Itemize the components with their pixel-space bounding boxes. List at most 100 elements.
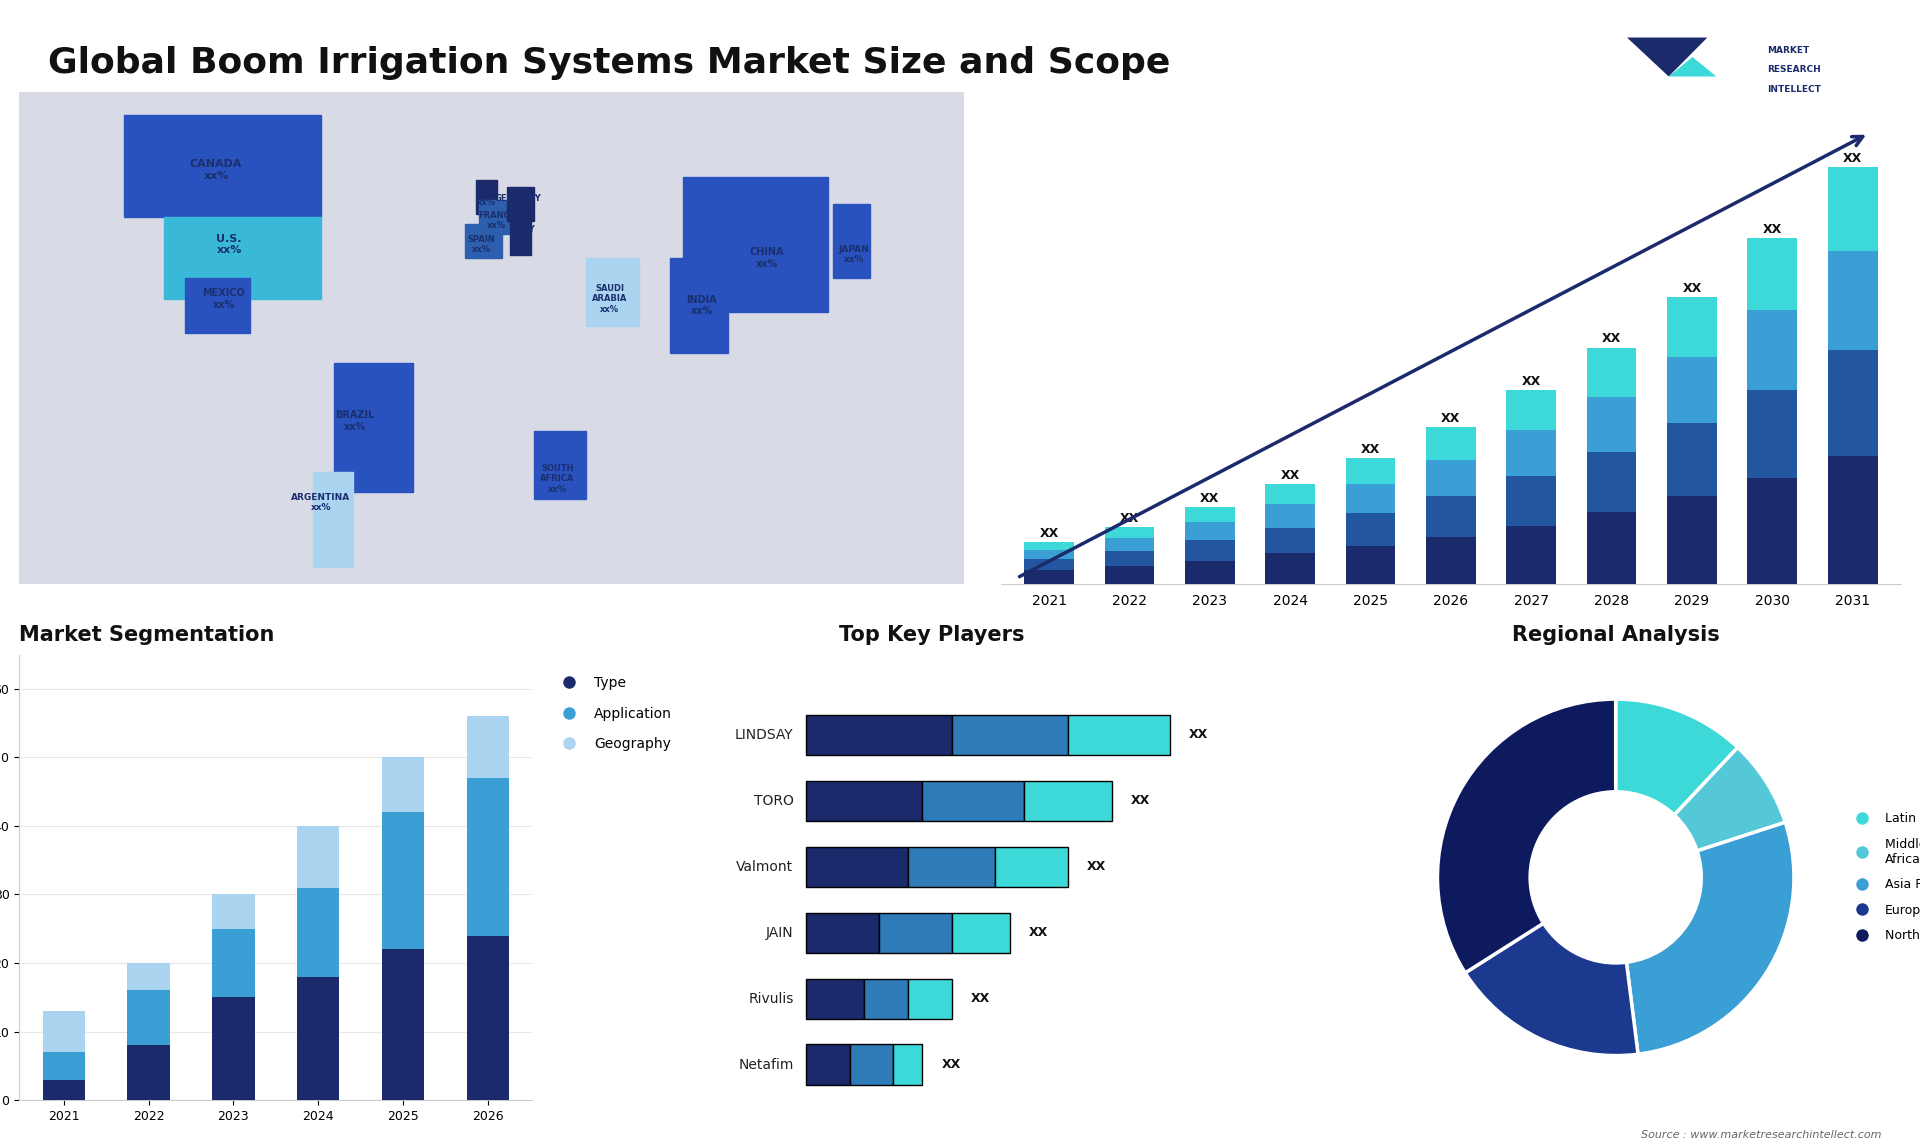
- Bar: [1667, 297, 1716, 358]
- FancyBboxPatch shape: [952, 912, 1010, 952]
- Bar: [1104, 551, 1154, 566]
- Bar: [1185, 508, 1235, 521]
- Bar: [1828, 167, 1878, 251]
- Text: SOUTH
AFRICA
xx%: SOUTH AFRICA xx%: [540, 464, 574, 494]
- FancyBboxPatch shape: [806, 715, 952, 755]
- Bar: [1427, 426, 1476, 460]
- Text: JAIN: JAIN: [766, 926, 793, 940]
- Text: CANADA
xx%: CANADA xx%: [190, 159, 242, 181]
- Bar: [1667, 358, 1716, 423]
- Bar: [1747, 309, 1797, 390]
- Bar: [127, 990, 169, 1045]
- Text: GERMANY
xx%: GERMANY xx%: [495, 194, 541, 213]
- Bar: [511, 207, 532, 254]
- Wedge shape: [1465, 924, 1638, 1055]
- Text: Netafim: Netafim: [737, 1058, 793, 1072]
- Bar: [1586, 398, 1636, 453]
- Title: Top Key Players: Top Key Players: [839, 625, 1023, 645]
- Bar: [1265, 554, 1315, 584]
- FancyBboxPatch shape: [806, 1044, 851, 1084]
- Bar: [534, 431, 586, 500]
- Bar: [467, 716, 509, 778]
- Text: SAUDI
ARABIA
xx%: SAUDI ARABIA xx%: [591, 284, 628, 314]
- FancyBboxPatch shape: [908, 847, 995, 887]
- Bar: [127, 1045, 169, 1100]
- Text: INDIA
xx%: INDIA xx%: [685, 295, 716, 316]
- Bar: [1346, 547, 1396, 584]
- Text: Rivulis: Rivulis: [749, 991, 793, 1005]
- Bar: [382, 758, 424, 813]
- Text: XX: XX: [1029, 926, 1048, 939]
- Text: JAPAN
xx%: JAPAN xx%: [839, 245, 870, 265]
- Text: INTELLECT: INTELLECT: [1766, 85, 1820, 94]
- FancyBboxPatch shape: [893, 1044, 922, 1084]
- Text: Valmont: Valmont: [737, 860, 793, 873]
- Bar: [1427, 496, 1476, 536]
- Bar: [1586, 512, 1636, 584]
- Text: MARKET: MARKET: [1766, 46, 1809, 55]
- Bar: [1747, 238, 1797, 309]
- Bar: [1346, 513, 1396, 547]
- Wedge shape: [1674, 747, 1786, 851]
- Text: XX: XX: [1361, 444, 1380, 456]
- Bar: [467, 778, 509, 935]
- Text: XX: XX: [1521, 375, 1542, 388]
- Text: U.S.
xx%: U.S. xx%: [217, 234, 242, 256]
- Wedge shape: [1626, 823, 1793, 1054]
- Bar: [1104, 566, 1154, 584]
- Text: CHINA
xx%: CHINA xx%: [751, 248, 785, 269]
- Bar: [1828, 456, 1878, 584]
- Bar: [1023, 558, 1073, 570]
- Bar: [478, 201, 511, 234]
- Bar: [1667, 496, 1716, 584]
- Legend: Type, Application, Geography: Type, Application, Geography: [549, 670, 678, 756]
- FancyBboxPatch shape: [995, 847, 1068, 887]
- Text: SPAIN
xx%: SPAIN xx%: [467, 235, 495, 254]
- Polygon shape: [1668, 57, 1716, 77]
- FancyBboxPatch shape: [851, 1044, 893, 1084]
- Text: TORO: TORO: [755, 794, 793, 808]
- Bar: [1507, 390, 1555, 431]
- Bar: [1185, 521, 1235, 540]
- Legend: Latin America, Middle East &
Africa, Asia Pacific, Europe, North America: Latin America, Middle East & Africa, Asi…: [1845, 807, 1920, 948]
- Bar: [1346, 484, 1396, 513]
- Bar: [334, 363, 413, 493]
- Text: XX: XX: [941, 1058, 960, 1072]
- Text: RESEARCH: RESEARCH: [1766, 65, 1820, 74]
- Polygon shape: [1626, 38, 1707, 77]
- Bar: [298, 888, 340, 976]
- Bar: [1828, 251, 1878, 350]
- Bar: [42, 1011, 84, 1052]
- Wedge shape: [1617, 699, 1738, 815]
- Bar: [127, 963, 169, 990]
- Bar: [1185, 560, 1235, 584]
- Bar: [1185, 540, 1235, 560]
- Text: XX: XX: [1131, 794, 1150, 807]
- Text: ITALY
xx%: ITALY xx%: [511, 225, 536, 244]
- Title: Regional Analysis: Regional Analysis: [1511, 625, 1720, 645]
- Bar: [313, 472, 353, 567]
- FancyBboxPatch shape: [952, 715, 1068, 755]
- Bar: [670, 258, 728, 353]
- Text: XX: XX: [1119, 512, 1139, 525]
- Bar: [1586, 347, 1636, 398]
- FancyBboxPatch shape: [879, 912, 952, 952]
- Text: XX: XX: [1087, 861, 1106, 873]
- Bar: [1104, 539, 1154, 551]
- Bar: [382, 949, 424, 1100]
- Bar: [184, 278, 250, 332]
- Bar: [1265, 504, 1315, 528]
- Wedge shape: [1438, 699, 1617, 973]
- Text: Source : www.marketresearchintellect.com: Source : www.marketresearchintellect.com: [1642, 1130, 1882, 1140]
- Bar: [1346, 458, 1396, 484]
- FancyBboxPatch shape: [1023, 780, 1112, 821]
- Text: XX: XX: [1763, 222, 1782, 236]
- FancyBboxPatch shape: [806, 912, 879, 952]
- Text: XX: XX: [1188, 728, 1208, 741]
- Bar: [1023, 550, 1073, 558]
- Bar: [684, 176, 828, 313]
- Bar: [298, 826, 340, 888]
- Bar: [1104, 527, 1154, 539]
- Text: XX: XX: [1682, 282, 1701, 295]
- Text: MEXICO
xx%: MEXICO xx%: [202, 288, 246, 309]
